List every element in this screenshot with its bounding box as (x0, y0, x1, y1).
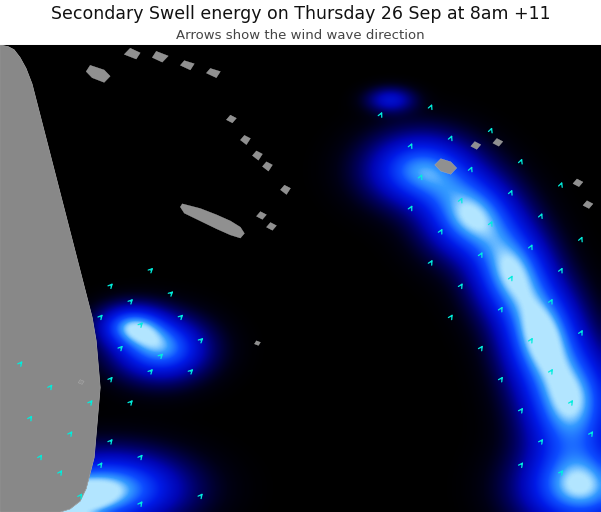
Polygon shape (180, 204, 245, 238)
Polygon shape (281, 185, 290, 195)
Polygon shape (471, 141, 481, 150)
Text: Secondary Swell energy on Thursday 26 Sep at 8am +11: Secondary Swell energy on Thursday 26 Se… (50, 5, 551, 23)
Polygon shape (266, 223, 276, 230)
Polygon shape (206, 69, 221, 78)
Polygon shape (252, 151, 263, 160)
Polygon shape (435, 159, 457, 174)
Text: Arrows show the wind wave direction: Arrows show the wind wave direction (176, 29, 425, 41)
Polygon shape (124, 48, 140, 59)
Polygon shape (257, 211, 266, 219)
Polygon shape (0, 45, 100, 512)
Polygon shape (493, 138, 503, 146)
Polygon shape (180, 60, 194, 70)
Polygon shape (240, 135, 251, 145)
Polygon shape (263, 162, 272, 171)
Polygon shape (583, 201, 593, 208)
Polygon shape (573, 179, 583, 187)
Polygon shape (227, 115, 236, 123)
Polygon shape (152, 51, 168, 62)
Polygon shape (78, 380, 84, 385)
Polygon shape (86, 66, 110, 82)
Polygon shape (254, 341, 260, 346)
